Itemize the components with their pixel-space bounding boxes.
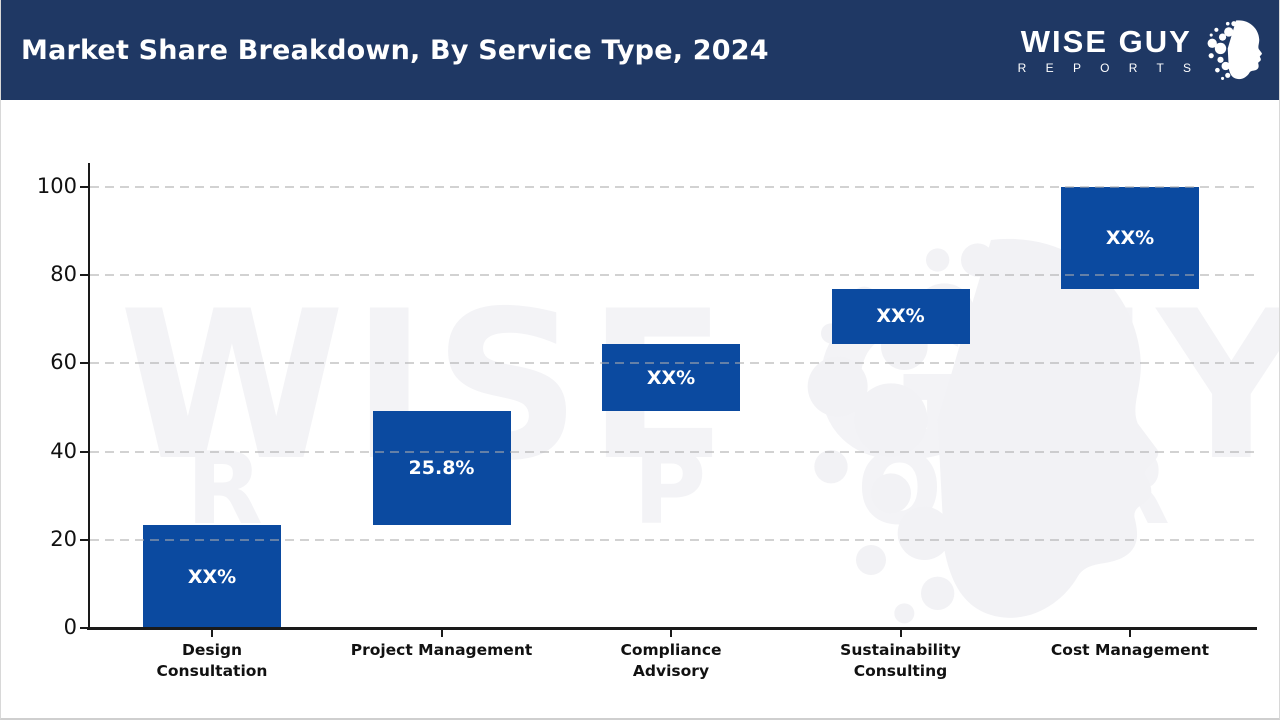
bar-0: XX% [143, 525, 281, 628]
header-bar: Market Share Breakdown, By Service Type,… [1, 0, 1279, 100]
logo-subtitle: R E P O R T S [1017, 61, 1199, 75]
y-tick-100 [80, 186, 88, 188]
gridline-80 [90, 274, 1257, 277]
x-tick-0 [211, 629, 213, 637]
x-category-label-3: Sustainability Consulting [840, 641, 961, 680]
y-tick-label-100: 100 [36, 174, 77, 198]
bar-value-label: XX% [876, 305, 925, 328]
logo-text: WISE GUY R E P O R T S [1014, 26, 1199, 74]
gridline-20 [90, 538, 1257, 541]
y-tick-20 [80, 538, 88, 541]
y-tick-60 [80, 362, 88, 365]
y-tick-label-80: 80 [50, 262, 77, 287]
bar-1: 25.8% [372, 411, 511, 526]
y-tick-80 [80, 274, 88, 277]
x-tick-3 [899, 629, 902, 637]
x-category-label-1: Project Management [350, 641, 533, 659]
bar-4: XX% [1061, 187, 1199, 289]
x-category-label-0: Design Consultation [156, 641, 268, 680]
y-tick-40 [80, 450, 88, 453]
gridline-40 [90, 450, 1257, 453]
y-tick-0 [80, 627, 88, 629]
bar-2: XX% [602, 343, 740, 412]
x-tick-4 [1129, 629, 1131, 637]
y-axis-spine [88, 163, 90, 630]
gridline-100 [90, 186, 1257, 188]
x-tick-1 [440, 629, 443, 637]
y-tick-label-60: 60 [50, 350, 77, 375]
wise-guy-logo: WISE GUY R E P O R T S [1014, 13, 1267, 87]
logo-name: WISE GUY [1020, 24, 1192, 59]
y-tick-label-0: 0 [63, 615, 77, 639]
bar-3: XX% [831, 288, 970, 344]
bar-value-label: 25.8% [408, 457, 475, 480]
bar-value-label: XX% [646, 366, 696, 389]
bar-value-label: XX% [187, 565, 237, 588]
y-tick-label-40: 40 [50, 438, 77, 463]
x-axis-spine [87, 626, 1257, 630]
gridline-60 [90, 362, 1257, 365]
bar-value-label: XX% [1105, 226, 1155, 249]
page-title: Market Share Breakdown, By Service Type,… [21, 34, 769, 66]
y-tick-label-20: 20 [50, 526, 77, 551]
x-category-label-4: Cost Management [1050, 641, 1210, 659]
x-tick-2 [670, 629, 672, 637]
x-category-label-2: Compliance Advisory [620, 641, 722, 680]
